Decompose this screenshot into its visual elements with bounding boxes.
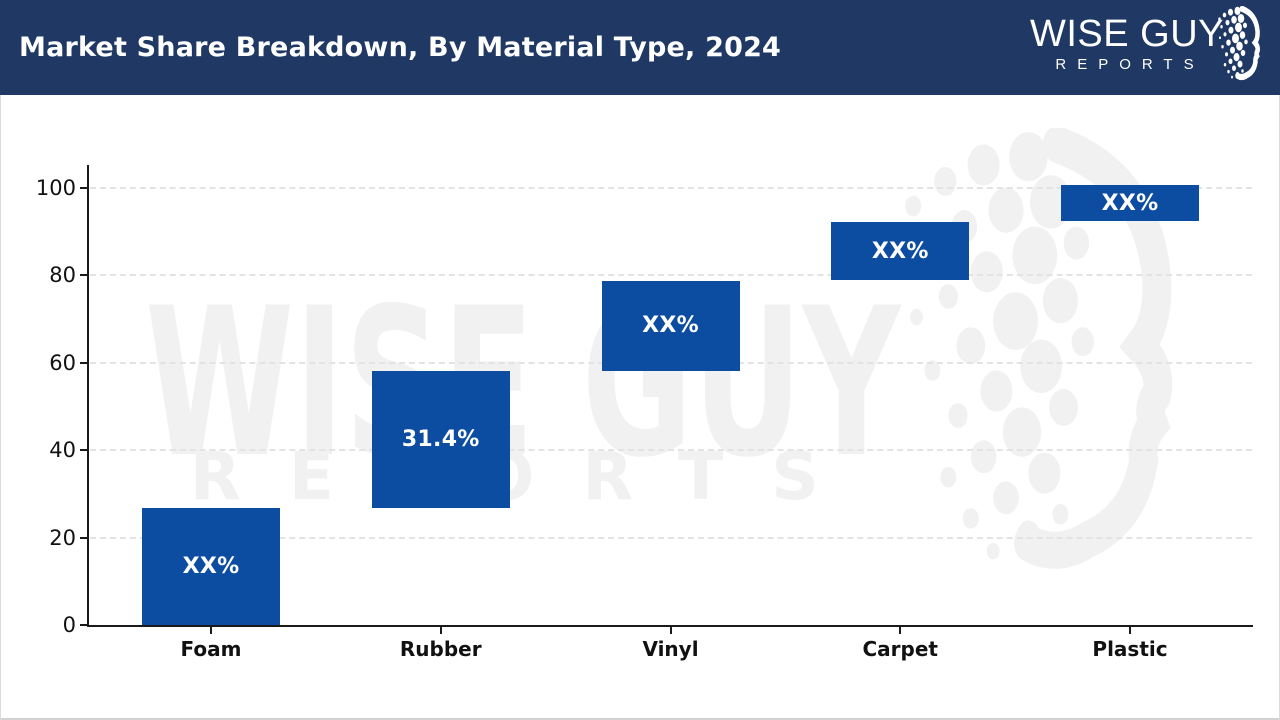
y-axis-label: 0 [62,613,76,637]
logo-text: WISE GUY REPORTS [1029,12,1224,74]
watermark-wordmark: WISE GUY [145,265,901,503]
bar-value-label: XX% [182,553,240,579]
x-axis-label-vinyl: Vinyl [642,637,699,661]
x-axis-label-carpet: Carpet [862,637,938,661]
y-axis-label: 80 [49,263,76,288]
x-axis-label-plastic: Plastic [1092,637,1168,661]
bar-plastic: XX% [1061,185,1199,222]
x-axis-label-rubber: Rubber [399,637,482,661]
y-tick-60 [80,361,88,364]
gridline-100 [90,187,1252,189]
x-tick-foam [210,627,212,634]
y-tick-100 [80,187,88,189]
bar-value-label: 31.4% [401,426,480,452]
wise-guy-logo: WISE GUY REPORTS [1030,6,1264,82]
bar-value-label: XX% [1101,190,1159,216]
gridline-40 [90,449,1252,452]
y-axis-label: 100 [35,176,76,200]
x-axis-label-foam: Foam [180,637,242,661]
x-tick-plastic [1129,627,1131,634]
page-title: Market Share Breakdown, By Material Type… [19,32,782,63]
x-axis-line [87,625,1253,627]
y-axis-label: 60 [49,350,76,375]
logo-wordmark: WISE GUY [1029,12,1224,55]
y-axis-label: 20 [49,525,76,550]
y-axis-label: 40 [49,438,76,463]
gridline-20 [90,536,1252,539]
header: Market Share Breakdown, By Material Type… [0,0,1280,95]
y-tick-20 [80,536,88,539]
bar-value-label: XX% [871,238,929,264]
y-tick-0 [80,624,88,626]
bar-vinyl: XX% [601,281,740,371]
y-tick-40 [80,449,88,452]
logo-subtitle: REPORTS [1055,56,1205,74]
x-tick-carpet [899,627,902,634]
y-tick-80 [80,274,88,277]
bar-foam: XX% [142,507,280,625]
bar-rubber: 31.4% [371,370,510,508]
bar-value-label: XX% [642,313,699,339]
x-tick-rubber [439,627,442,634]
x-tick-vinyl [669,627,672,634]
bar-carpet: XX% [831,222,970,281]
y-axis-line [87,165,89,627]
gridline-80 [90,274,1252,277]
